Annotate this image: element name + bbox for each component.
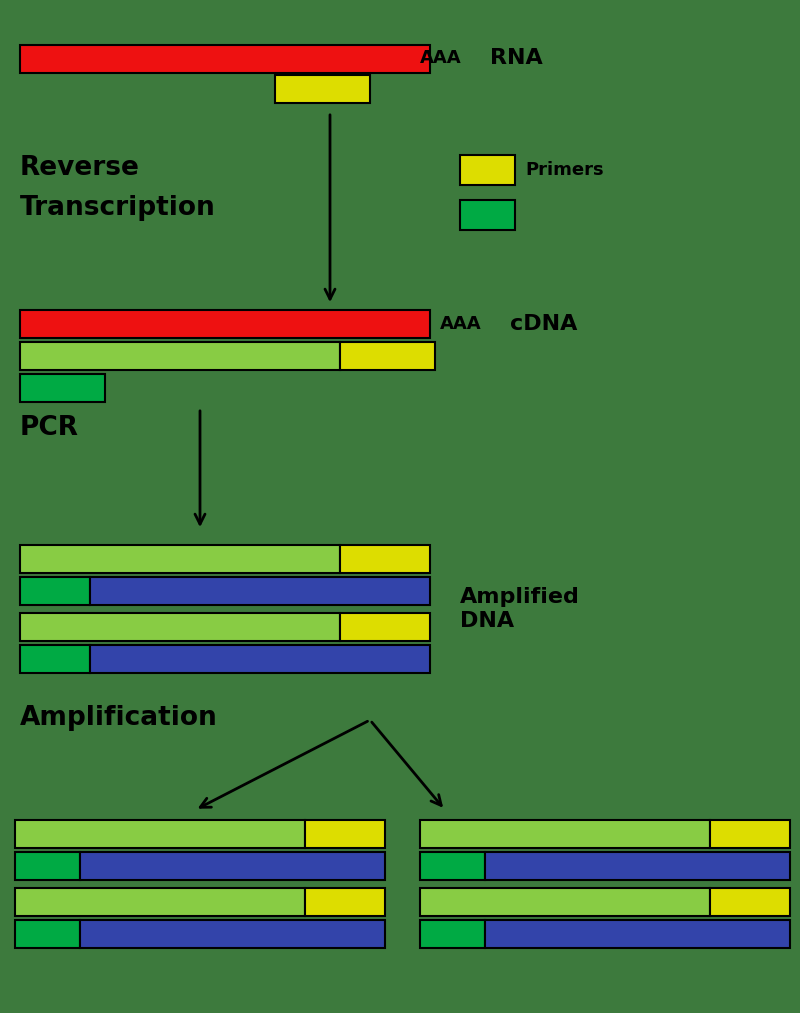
Bar <box>420 852 485 880</box>
Text: Primers: Primers <box>525 161 604 179</box>
Bar <box>20 374 105 402</box>
Text: cDNA: cDNA <box>510 314 578 334</box>
Bar <box>15 888 305 916</box>
Text: Amplified
DNA: Amplified DNA <box>460 587 580 631</box>
Text: RNA: RNA <box>490 48 542 68</box>
Text: Reverse: Reverse <box>20 155 140 181</box>
Bar <box>15 820 305 848</box>
Bar <box>20 645 90 673</box>
Bar <box>90 577 430 605</box>
Bar <box>275 75 370 103</box>
Bar <box>20 577 90 605</box>
Bar <box>15 920 80 948</box>
Bar <box>80 852 385 880</box>
Bar <box>460 155 515 185</box>
Bar <box>485 920 790 948</box>
Bar <box>420 888 710 916</box>
Bar <box>20 613 340 641</box>
Bar <box>485 852 790 880</box>
Bar <box>460 200 515 230</box>
Bar <box>340 613 430 641</box>
Bar <box>340 342 435 370</box>
Bar <box>305 888 385 916</box>
Text: AAA: AAA <box>420 49 462 67</box>
Bar <box>15 852 80 880</box>
Bar <box>20 545 340 573</box>
Bar <box>305 820 385 848</box>
Bar <box>20 45 430 73</box>
Bar <box>80 920 385 948</box>
Bar <box>20 310 430 338</box>
Bar <box>20 342 340 370</box>
Bar <box>710 888 790 916</box>
Bar <box>340 545 430 573</box>
Bar <box>420 820 710 848</box>
Text: AAA: AAA <box>440 315 482 333</box>
Text: PCR: PCR <box>20 415 79 441</box>
Text: Amplification: Amplification <box>20 705 218 731</box>
Bar <box>710 820 790 848</box>
Text: Transcription: Transcription <box>20 194 216 221</box>
Bar <box>420 920 485 948</box>
Bar <box>90 645 430 673</box>
